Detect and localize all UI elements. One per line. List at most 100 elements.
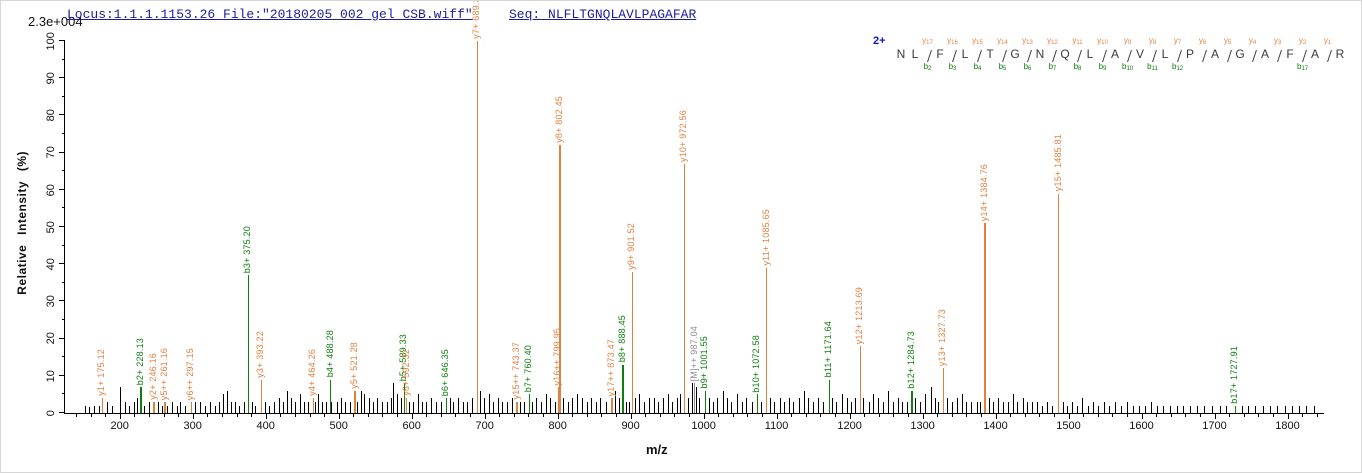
noise-peak bbox=[532, 401, 534, 413]
noise-peak bbox=[283, 401, 285, 413]
residue-letter: F bbox=[1286, 47, 1294, 61]
noise-peak bbox=[209, 401, 211, 413]
noise-peak bbox=[635, 398, 637, 413]
x-axis-major-tick bbox=[1141, 413, 1143, 419]
noise-peak bbox=[779, 398, 781, 413]
x-axis-minor-tick bbox=[718, 413, 720, 417]
y-fragment-label: y12 bbox=[1047, 36, 1058, 46]
intensity-scale-label: 2.3e+004 bbox=[28, 14, 83, 29]
noise-peak bbox=[897, 398, 899, 413]
noise-peak bbox=[400, 398, 402, 413]
x-axis-minor-tick bbox=[659, 413, 661, 417]
residue-letter: G bbox=[1235, 47, 1245, 61]
spacer bbox=[1158, 62, 1172, 73]
x-axis-minor-tick bbox=[105, 413, 107, 417]
y-ion-peak bbox=[984, 223, 986, 413]
y-fragment-label: y5 bbox=[1223, 36, 1232, 46]
fragment-cleavage-slash bbox=[1122, 49, 1133, 62]
x-axis-major-tick bbox=[411, 413, 413, 419]
y-axis-minor-tick bbox=[62, 170, 65, 172]
x-axis-minor-tick bbox=[513, 413, 515, 417]
peak-label: b7+ 760.40 bbox=[523, 345, 534, 393]
x-axis-major-tick bbox=[630, 413, 632, 419]
peak-label: y2+ 246.16 bbox=[147, 353, 158, 400]
y-ion-peak bbox=[942, 368, 945, 413]
x-axis-major-tick bbox=[192, 413, 194, 419]
x-axis-tick-label: 1500 bbox=[1056, 420, 1081, 432]
noise-peak bbox=[1284, 405, 1286, 413]
x-axis-minor-tick bbox=[1053, 413, 1055, 417]
noise-peak bbox=[793, 401, 795, 413]
x-axis-minor-tick bbox=[280, 413, 282, 417]
y-ion-peak bbox=[557, 386, 559, 413]
noise-peak bbox=[440, 401, 442, 413]
noise-peak bbox=[846, 398, 848, 413]
noise-peak bbox=[722, 390, 724, 413]
b-ion-peak bbox=[911, 390, 913, 413]
noise-peak bbox=[1176, 405, 1178, 413]
fragment-cleavage-slash bbox=[922, 49, 933, 62]
noise-peak bbox=[356, 401, 358, 413]
fragment-cleavage-slash bbox=[947, 49, 958, 62]
noise-peak bbox=[107, 401, 109, 413]
noise-peak bbox=[653, 398, 655, 413]
x-axis-major-tick bbox=[776, 413, 778, 419]
fragment-cleavage-slash bbox=[1022, 49, 1033, 62]
spacer bbox=[908, 36, 922, 47]
noise-peak bbox=[340, 398, 342, 413]
spacer bbox=[894, 36, 908, 47]
noise-peak bbox=[493, 401, 495, 413]
noise-peak bbox=[998, 398, 1000, 413]
y-axis-tick-label: 60 bbox=[45, 183, 57, 196]
fragment-cleavage-slash bbox=[1197, 49, 1208, 62]
noise-peak bbox=[222, 394, 224, 413]
y-axis-tick-label: 80 bbox=[45, 109, 57, 122]
b-ion-peak bbox=[445, 398, 447, 413]
b-ion-peak bbox=[140, 386, 142, 413]
spacer bbox=[1033, 62, 1047, 73]
noise-peak bbox=[1087, 405, 1089, 413]
noise-peak bbox=[1241, 405, 1243, 413]
noise-peak bbox=[1126, 401, 1128, 413]
spacer bbox=[1108, 36, 1122, 47]
fragment-cleavage-slash bbox=[1172, 49, 1183, 62]
noise-peak bbox=[1183, 405, 1185, 413]
b-ion-peak bbox=[756, 394, 758, 413]
noise-peak bbox=[119, 386, 121, 413]
y-ion-peak bbox=[611, 398, 613, 413]
noise-peak bbox=[390, 398, 392, 413]
y-ion-peak bbox=[559, 145, 561, 413]
noise-peak bbox=[695, 386, 697, 413]
spacer bbox=[873, 62, 894, 73]
noise-peak bbox=[345, 401, 347, 413]
x-axis-major-tick bbox=[484, 413, 486, 419]
y-axis-major-tick bbox=[59, 151, 65, 153]
noise-peak bbox=[971, 401, 973, 413]
noise-peak bbox=[907, 401, 909, 413]
x-axis-minor-tick bbox=[820, 413, 822, 417]
noise-peak bbox=[264, 401, 266, 413]
noise-peak bbox=[519, 401, 521, 413]
noise-peak bbox=[713, 401, 715, 413]
noise-peak bbox=[823, 401, 825, 413]
noise-peak bbox=[381, 401, 383, 413]
noise-peak bbox=[111, 405, 113, 413]
x-axis-tick-label: 800 bbox=[548, 420, 567, 432]
b-fragment-label bbox=[1247, 62, 1258, 73]
noise-peak bbox=[243, 401, 245, 413]
y-fragment-label: y7 bbox=[1173, 36, 1182, 46]
noise-peak bbox=[255, 405, 257, 413]
x-axis-tick-label: 300 bbox=[183, 420, 202, 432]
noise-peak bbox=[737, 394, 739, 413]
noise-peak bbox=[920, 401, 922, 413]
noise-peak bbox=[615, 390, 617, 413]
noise-peak bbox=[708, 398, 710, 413]
peak-label: [M]++ 987.04 bbox=[688, 325, 699, 382]
noise-peak bbox=[536, 398, 538, 413]
noise-peak bbox=[687, 398, 689, 413]
y-axis-tick-label: 20 bbox=[45, 332, 57, 345]
peptide-sequence-text: NLFLTGNQLAVLPAGAFAR bbox=[548, 7, 697, 22]
y-axis-tick-label: 0 bbox=[45, 409, 57, 417]
y-axis-major-tick bbox=[59, 188, 65, 190]
x-axis-tick-label: 600 bbox=[402, 420, 421, 432]
